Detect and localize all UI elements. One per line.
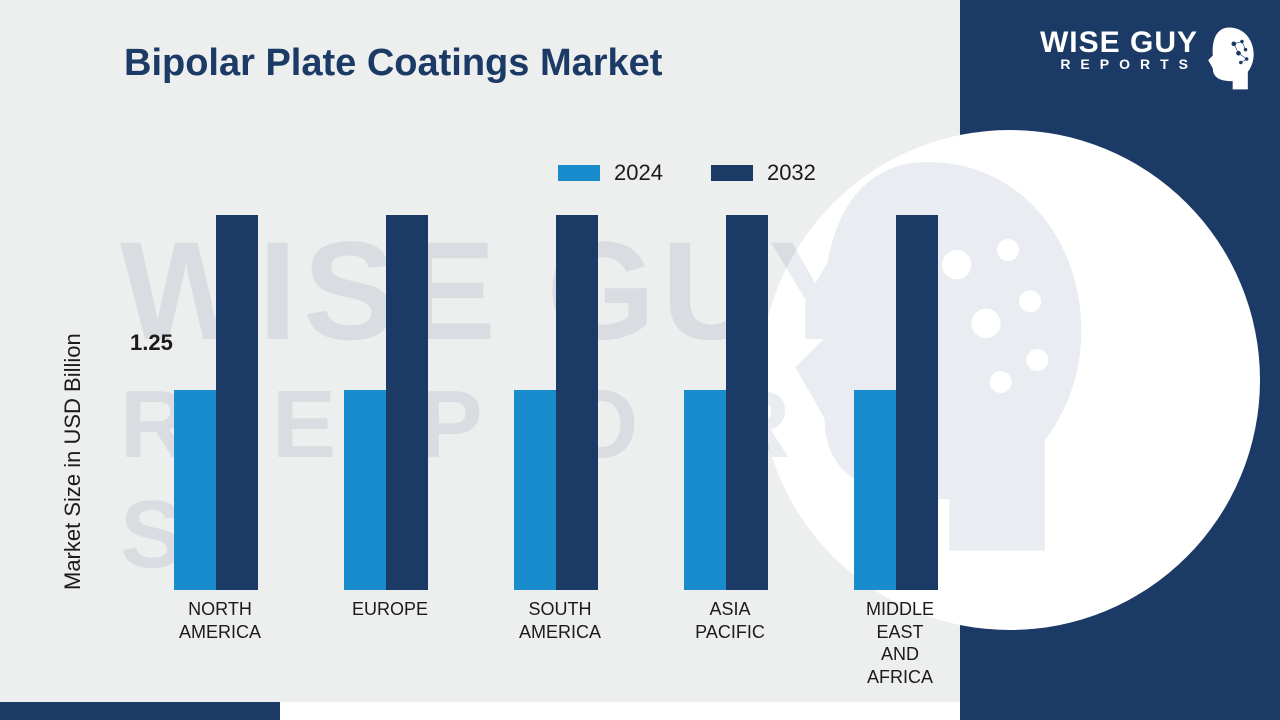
bar-2024 [174, 390, 216, 590]
brand-head-icon [1198, 24, 1258, 99]
bar-2032 [556, 215, 598, 590]
bar-2024 [514, 390, 556, 590]
brand-logo: WISE GUY REPORTS [1040, 26, 1252, 72]
legend-swatch [558, 165, 600, 181]
legend-swatch [711, 165, 753, 181]
x-axis-label: SOUTHAMERICA [490, 590, 630, 643]
plot-area: NORTHAMERICAEUROPESOUTHAMERICAASIAPACIFI… [160, 190, 960, 590]
bar-2032 [386, 215, 428, 590]
bar-2032 [896, 215, 938, 590]
x-axis-label: NORTHAMERICA [150, 590, 290, 643]
footer-accent-bar [0, 702, 280, 720]
bar-2024 [344, 390, 386, 590]
x-axis-label: MIDDLEEASTANDAFRICA [830, 590, 970, 688]
bar-2024 [854, 390, 896, 590]
chart-area: Market Size in USD Billion 1.25 NORTHAME… [100, 180, 960, 610]
x-axis-label: ASIAPACIFIC [660, 590, 800, 643]
x-axis-label: EUROPE [320, 590, 460, 621]
bar-2032 [726, 215, 768, 590]
bar-2024 [684, 390, 726, 590]
chart-title: Bipolar Plate Coatings Market [124, 42, 662, 85]
y-axis-label: Market Size in USD Billion [60, 333, 86, 590]
bar-2032 [216, 215, 258, 590]
